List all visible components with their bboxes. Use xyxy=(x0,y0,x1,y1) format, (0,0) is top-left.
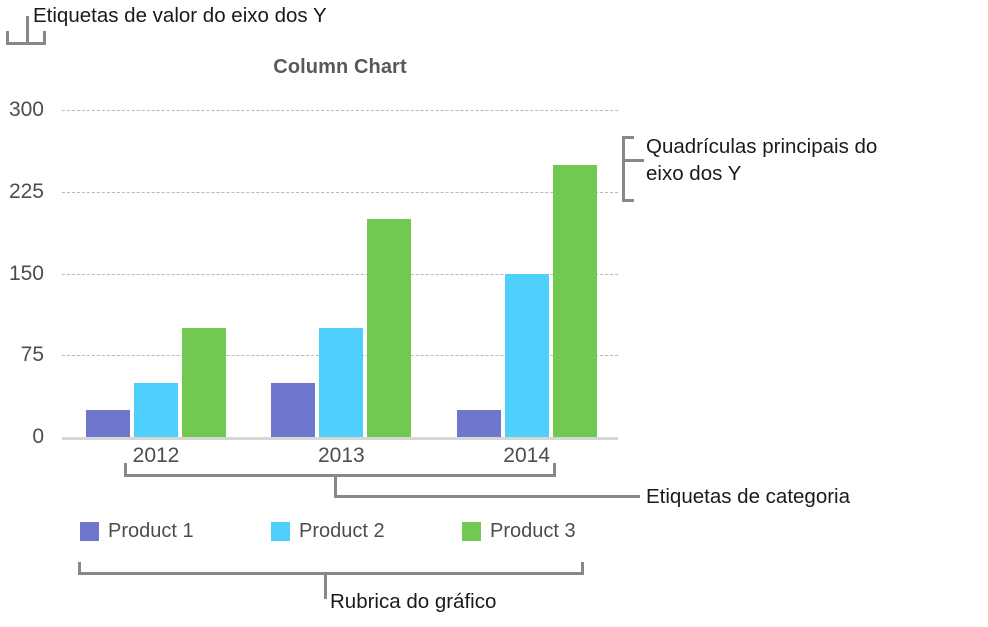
chart-legend: Product 1 Product 2 Product 3 xyxy=(62,520,618,548)
annotation-category-labels: Etiquetas de categoria xyxy=(646,485,850,508)
callout-bracket-y-value-labels-right-tip xyxy=(43,31,46,43)
callout-stem-y-value-labels xyxy=(26,16,29,43)
gridline xyxy=(62,191,618,193)
callout-stem-categories-vertical xyxy=(334,474,337,498)
annotation-chart-legend: Rubrica do gráfico xyxy=(330,590,497,613)
gridline xyxy=(62,273,618,275)
y-axis-tick-label: 225 xyxy=(8,179,44,203)
callout-bracket-categories-left-tip xyxy=(124,463,127,477)
bar[interactable] xyxy=(134,382,178,437)
callout-bracket-y-value-labels-horizontal xyxy=(6,42,46,45)
category-label: 2013 xyxy=(317,444,365,467)
y-axis-tick-label: 75 xyxy=(20,343,44,367)
callout-stem-legend xyxy=(324,572,327,599)
bar[interactable] xyxy=(456,409,501,437)
category-label: 2014 xyxy=(503,444,551,467)
bar[interactable] xyxy=(319,328,364,437)
callout-bracket-gridlines-top-tip xyxy=(622,136,634,139)
y-axis-tick-label: 0 xyxy=(32,425,44,448)
legend-swatch-icon xyxy=(462,522,481,541)
legend-swatch-icon xyxy=(80,522,99,541)
chart-title: Column Chart xyxy=(273,56,407,78)
bar[interactable] xyxy=(552,164,597,437)
legend-item[interactable]: Product 1 xyxy=(80,520,194,543)
callout-bracket-y-value-labels-left-tip xyxy=(6,31,9,43)
callout-bracket-legend-horizontal xyxy=(78,572,584,575)
callout-bracket-categories-horizontal xyxy=(124,474,556,477)
y-axis-tick-label: 150 xyxy=(8,261,44,285)
bar[interactable] xyxy=(504,273,549,437)
legend-label: Product 3 xyxy=(490,520,576,542)
callout-bracket-gridlines-bottom-tip xyxy=(622,199,634,202)
legend-item[interactable]: Product 2 xyxy=(271,520,385,543)
bars-group xyxy=(62,110,618,437)
y-axis-tick-label: 300 xyxy=(8,98,44,121)
category-axis-labels: 2012 2013 2014 xyxy=(62,444,618,470)
bar[interactable] xyxy=(367,219,412,437)
callout-bracket-legend-left-tip xyxy=(78,562,81,575)
legend-swatch-icon xyxy=(271,522,290,541)
callout-bracket-categories-right-tip xyxy=(553,463,556,477)
callout-bracket-legend-right-tip xyxy=(581,562,584,575)
annotation-y-axis-major-gridlines: Quadrículas principais do eixo dos Y xyxy=(646,135,878,185)
callout-stem-categories-horizontal xyxy=(334,495,640,498)
column-chart: Column Chart 0 75 150 225 300 2012 2013 2014 P… xyxy=(9,40,618,560)
legend-item[interactable]: Product 3 xyxy=(462,520,576,543)
bar[interactable] xyxy=(182,328,226,437)
x-axis-line xyxy=(62,437,618,440)
legend-label: Product 1 xyxy=(108,520,194,542)
plot-area: 0 75 150 225 300 xyxy=(9,98,618,448)
category-label: 2012 xyxy=(132,444,180,467)
gridline xyxy=(62,110,618,111)
callout-bracket-gridlines-vertical xyxy=(622,136,625,202)
bar[interactable] xyxy=(271,382,316,437)
legend-label: Product 2 xyxy=(299,520,385,542)
bar[interactable] xyxy=(86,409,130,437)
callout-stem-gridlines xyxy=(622,159,644,162)
annotation-y-axis-value-labels: Etiquetas de valor do eixo dos Y xyxy=(33,4,327,27)
